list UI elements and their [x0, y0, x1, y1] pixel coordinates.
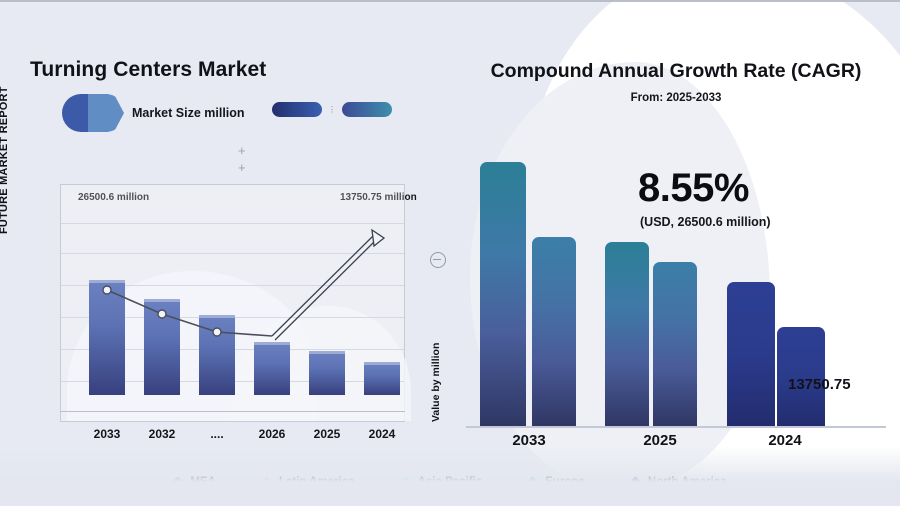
- r-x-label-0: 2033: [512, 432, 546, 449]
- hexagon-logo-icon: [62, 94, 124, 132]
- bar-2033[interactable]: [89, 280, 125, 395]
- pill-indicator-primary: [272, 102, 322, 117]
- x-label-1: 2032: [148, 427, 176, 441]
- left-panel-title: Turning Centers Market: [30, 58, 267, 81]
- x-label-5: 2024: [368, 427, 396, 441]
- plus-decoration-icon: + +: [238, 143, 246, 175]
- gridline: [61, 223, 404, 224]
- rbar-2033-primary[interactable]: [480, 162, 526, 427]
- bar-2024[interactable]: [364, 362, 400, 395]
- left-chart-x-labels: 2033 2032 .... 2026 2025 2024: [60, 427, 405, 447]
- right-panel-subtitle: From: 2025-2033: [630, 92, 722, 104]
- bar-2026[interactable]: [254, 342, 290, 395]
- rbar-2033-secondary[interactable]: [532, 237, 576, 427]
- logo-caption: Market Size million: [132, 106, 245, 120]
- left-chart-caption-end: 13750.75 million: [340, 192, 417, 203]
- right-chart-bars: [466, 142, 886, 427]
- x-label-4: 2025: [313, 427, 341, 441]
- left-chart-right-axis-label: Value by million: [430, 342, 442, 422]
- minus-circle-icon: [430, 252, 446, 268]
- bottom-gradient-overlay: [0, 446, 900, 506]
- rbar-2025-primary[interactable]: [605, 242, 649, 427]
- left-chart-baseline: [60, 411, 405, 412]
- gridline: [61, 253, 404, 254]
- pill-indicator-secondary: [342, 102, 392, 117]
- x-label-0: 2033: [93, 427, 121, 441]
- brand-logo-row: Market Size million: [62, 94, 245, 132]
- rbar-2024-secondary[interactable]: [777, 327, 825, 427]
- right-chart-value-label: 13750.75: [788, 376, 851, 393]
- logo-right-shape: [88, 94, 124, 132]
- left-chart-caption-start: 26500.6 million: [78, 192, 150, 203]
- right-panel-title: Compound Annual Growth Rate (CAGR): [490, 60, 862, 82]
- cagr-value: 8.55%: [638, 166, 749, 210]
- rbar-2025-secondary[interactable]: [653, 262, 697, 427]
- pill-separator-icon: ⋮: [328, 104, 336, 114]
- left-chart-y-axis-label: FUTURE MARKET REPORT: [0, 86, 10, 234]
- r-x-label-2: 2024: [768, 432, 802, 449]
- gridline: [61, 285, 404, 286]
- x-label-3: 2026: [258, 427, 286, 441]
- rbar-2024-primary[interactable]: [727, 282, 775, 427]
- left-chart-trend-line: [102, 228, 386, 341]
- right-chart-baseline: [466, 426, 886, 428]
- x-label-2: ....: [210, 427, 224, 441]
- cagr-note: (USD, 26500.6 million): [640, 215, 771, 229]
- bar-2025[interactable]: [309, 351, 345, 395]
- pill-indicator-group: ⋮: [272, 102, 392, 117]
- r-x-label-1: 2025: [643, 432, 677, 449]
